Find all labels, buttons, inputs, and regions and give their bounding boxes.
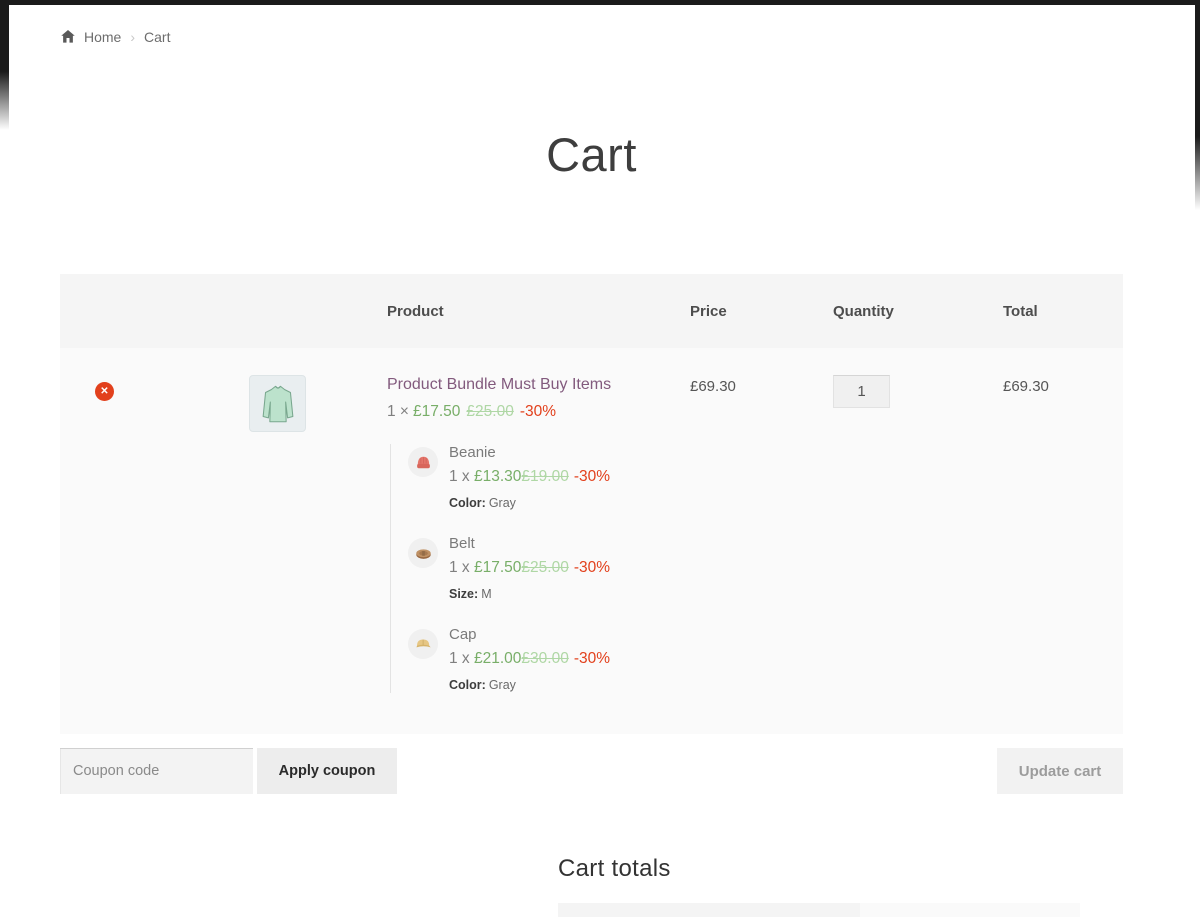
cap-icon [408,629,438,659]
qty-part: 1 x [449,650,474,667]
bundle-item-content: Cap 1 x £21.00£30.00 -30% Color: Gray [449,626,610,693]
regular-price: £25.00 [521,559,569,576]
qty-part: 1 × [387,403,409,420]
cart-totals-table [558,902,1080,917]
update-cart-button[interactable]: Update cart [997,748,1123,794]
cell-remove: ✕ [60,375,148,693]
header-quantity: Quantity [833,302,894,320]
window-edge-left [0,0,9,130]
window-edge-right [1195,0,1200,210]
meta-value: Gray [488,678,516,692]
list-item: Cap 1 x £21.00£30.00 -30% Color: Gray [408,626,686,693]
sale-price: £13.30 [473,468,522,485]
bundle-item-price-line: 1 x £13.30£19.00 -30% [449,467,610,486]
breadcrumb-separator: › [130,29,136,45]
meta-label: Color: [449,678,486,692]
sale-price: £17.50 [412,403,461,420]
cell-total: £69.30 [1003,378,1049,395]
shirt-icon [262,385,293,422]
home-icon[interactable] [60,29,76,44]
header-price: Price [690,302,727,320]
meta-label: Size: [449,587,479,601]
meta-value: Gray [488,496,516,510]
page-container: Home › Cart Cart Product Price Quantity … [60,0,1123,917]
bundle-item-price-line: 1 x £17.50£25.00 -30% [449,558,610,577]
sale-price: £17.50 [473,559,522,576]
product-thumbnail[interactable] [249,375,306,432]
bundle-item-content: Beanie 1 x £13.30£19.00 -30% Color: Gray [449,444,610,511]
breadcrumb: Home › Cart [60,0,1123,45]
header-total: Total [1003,302,1038,320]
cell-price: £69.30 [690,378,736,395]
regular-price: £30.00 [521,650,569,667]
cell-product: Product Bundle Must Buy Items 1 × £17.50 £… [308,375,686,693]
quantity-input[interactable] [833,375,890,408]
cart-item-row: ✕ Product Bundle Must Buy Items 1 × £17.5… [60,348,1123,734]
sale-price: £21.00 [473,650,522,667]
bundle-item-meta: Size: M [449,587,610,602]
cart-totals-section: Cart totals [558,855,1080,917]
apply-coupon-button[interactable]: Apply coupon [257,748,397,794]
x-icon: ✕ [100,385,109,397]
bundle-item-meta: Color: Gray [449,496,610,511]
totals-header-cell [558,902,860,917]
discount-badge: -30% [573,650,611,667]
bundle-item-content: Belt 1 x £17.50£25.00 -30% Size: M [449,535,610,602]
cart-table-header: Product Price Quantity Total [60,274,1123,348]
discount-badge: -30% [519,403,557,420]
bundle-item-price-line: 1 x £21.00£30.00 -30% [449,649,610,668]
remove-item-button[interactable]: ✕ [95,382,114,401]
beanie-icon [408,447,438,477]
list-item: Belt 1 x £17.50£25.00 -30% Size: M [408,535,686,602]
meta-value: M [481,587,492,601]
bundle-item-name: Beanie [449,444,496,461]
discount-badge: -30% [573,559,611,576]
breadcrumb-current: Cart [144,29,171,45]
meta-label: Color: [449,496,486,510]
breadcrumb-home-link[interactable]: Home [84,29,122,45]
product-name-link[interactable]: Product Bundle Must Buy Items [387,376,612,393]
bundle-items-list: Beanie 1 x £13.30£19.00 -30% Color: Gray [390,444,686,693]
cart-table: Product Price Quantity Total ✕ [60,274,1123,734]
bundle-item-name: Belt [449,535,475,552]
bundle-item-meta: Color: Gray [449,678,610,693]
discount-badge: -30% [573,468,611,485]
regular-price: £25.00 [466,403,514,420]
bundle-price-line: 1 × £17.50 £25.00 -30% [387,402,686,422]
regular-price: £19.00 [521,468,569,485]
window-edge-top [0,0,1200,5]
cell-quantity [833,375,1003,693]
page-title: Cart [546,128,637,181]
bundle-item-name: Cap [449,626,477,643]
list-item: Beanie 1 x £13.30£19.00 -30% Color: Gray [408,444,686,511]
totals-value-cell [860,902,1080,917]
coupon-code-input[interactable] [60,748,253,794]
qty-part: 1 x [449,559,474,576]
qty-part: 1 x [449,468,474,485]
header-product: Product [387,302,444,320]
cart-totals-heading: Cart totals [558,855,671,882]
belt-icon [408,538,438,568]
cell-thumbnail [148,375,308,693]
cart-actions-row: Apply coupon Update cart [60,748,1123,794]
